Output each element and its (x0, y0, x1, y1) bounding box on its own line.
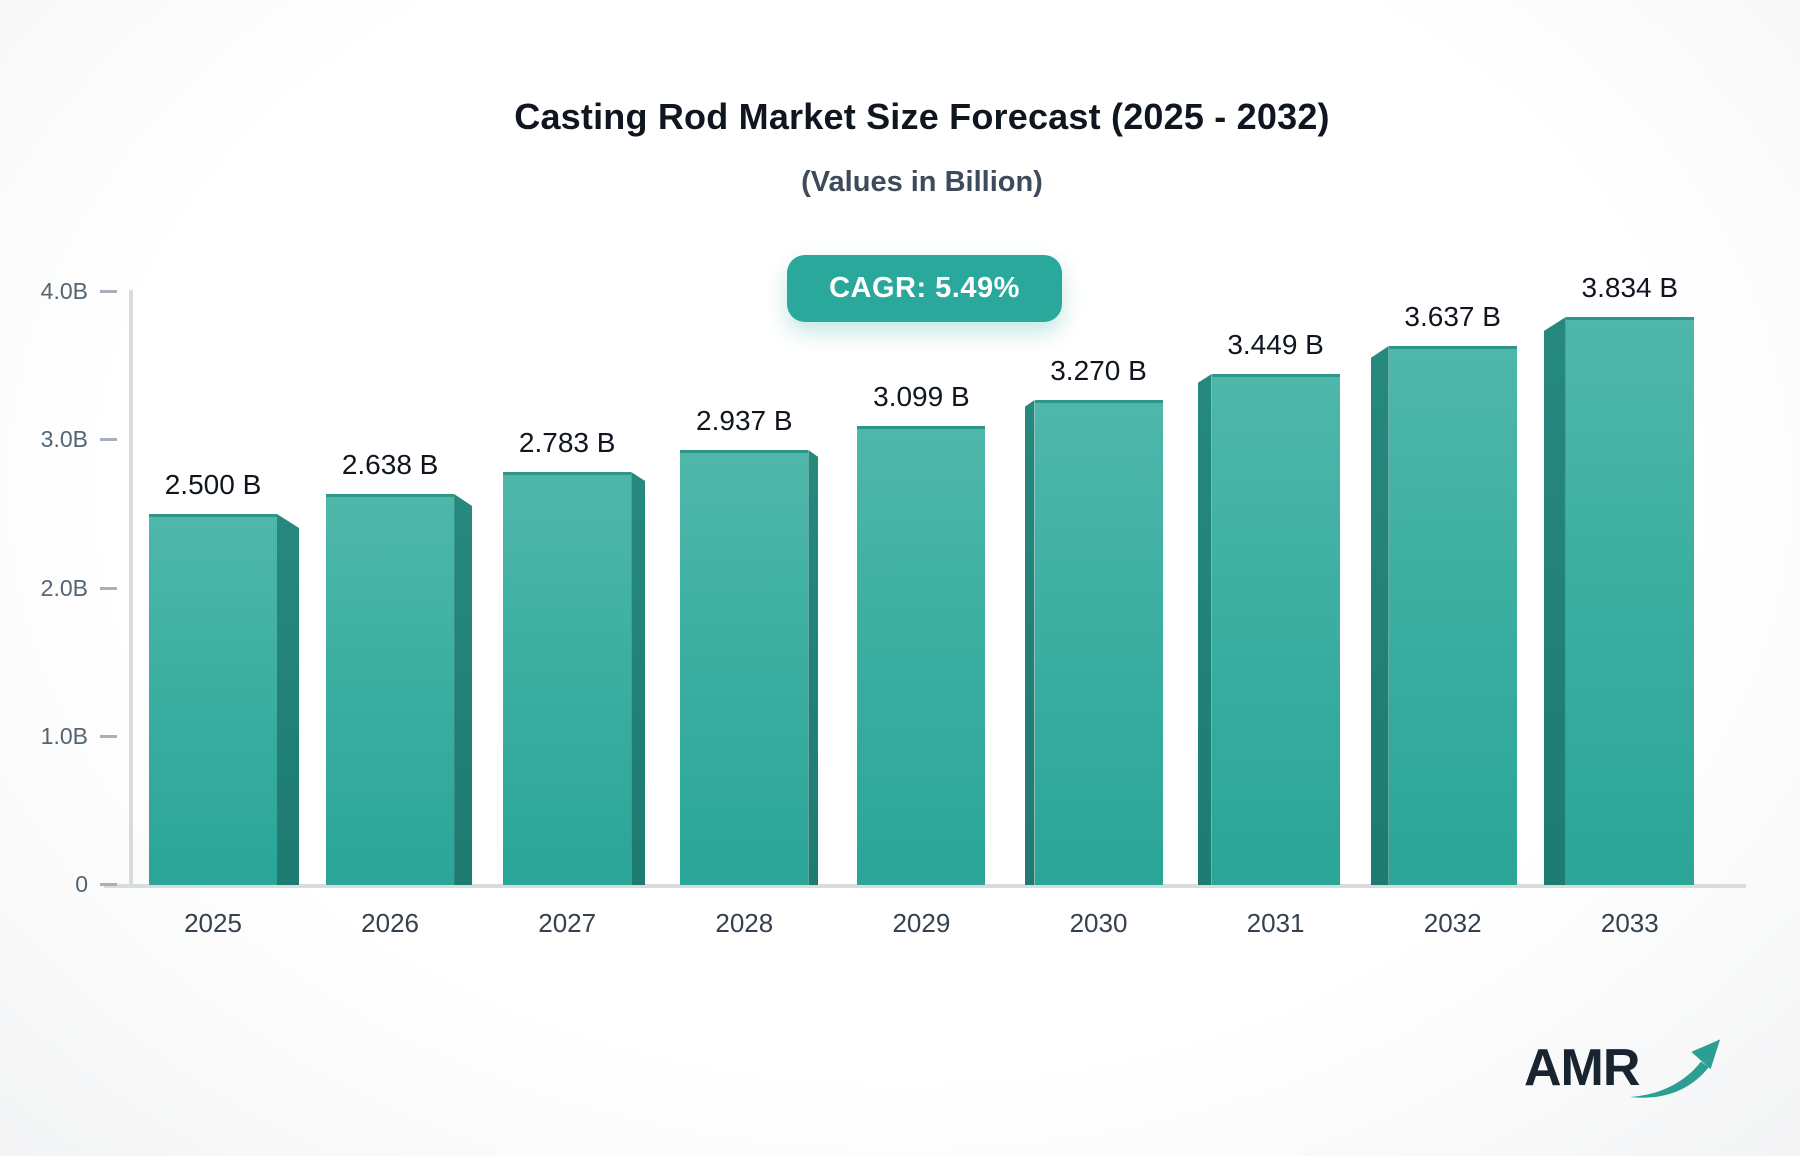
x-axis-label-2027: 2027 (538, 908, 597, 938)
bar-value-label: 2.783 B (518, 427, 616, 458)
bar-value-label: 2.937 B (696, 405, 793, 436)
bar-value-label: 3.834 B (1581, 272, 1679, 303)
x-axis-label-2029: 2029 (892, 908, 951, 938)
bar-2030 (1034, 400, 1163, 885)
y-axis-label: 4.0B (40, 278, 88, 304)
bar-2032 (1388, 346, 1517, 885)
x-axis-label-2026: 2026 (361, 908, 420, 938)
bar-side-face (277, 514, 299, 885)
y-axis-tick (100, 438, 117, 442)
bar-2033 (1565, 317, 1694, 885)
x-axis-line (104, 884, 1746, 888)
bar-2026 (326, 494, 455, 885)
bar-value-label: 2.638 B (341, 449, 439, 480)
bar-side-face (1024, 400, 1035, 885)
y-axis-label: 3.0B (40, 426, 88, 453)
y-axis-tick (100, 883, 117, 886)
y-axis-label: 2.0B (40, 574, 88, 601)
page-subtitle: (Values in Billion) (801, 166, 1043, 198)
y-axis-tick (100, 734, 117, 738)
cagr-badge-label: CAGR: 5.49% (829, 272, 1020, 304)
bar-value-label: 3.270 B (1050, 355, 1147, 386)
bar-value-label: 2.500 B (164, 469, 262, 500)
bar-side-face (454, 494, 473, 885)
amr-logo-text: AMR (1524, 1039, 1640, 1097)
x-axis-label-2031: 2031 (1246, 908, 1305, 938)
y-axis-tick (100, 290, 117, 293)
bar-value-label: 3.449 B (1227, 329, 1324, 360)
x-axis-label-2030: 2030 (1069, 908, 1128, 938)
bar-side-face (808, 450, 819, 885)
bar-2027 (503, 472, 632, 885)
y-axis-label: 1.0B (40, 722, 88, 749)
bar-side-face (1543, 317, 1566, 885)
cagr-badge: CAGR: 5.49% (787, 255, 1062, 322)
bar-2029 (857, 426, 986, 885)
y-axis-line (129, 290, 133, 886)
x-axis-label-2033: 2033 (1600, 908, 1659, 938)
x-axis-label-2028: 2028 (715, 908, 774, 938)
x-axis-label-2032: 2032 (1423, 908, 1482, 938)
y-axis-label: 0 (75, 871, 88, 897)
y-axis-tick (100, 586, 117, 590)
amr-logo: AMR (1524, 1034, 1724, 1114)
x-axis-label-2025: 2025 (184, 908, 242, 938)
page-title: Casting Rod Market Size Forecast (2025 -… (514, 96, 1330, 137)
bar-side-face (1197, 374, 1212, 885)
bar-value-label: 3.099 B (873, 381, 970, 412)
bar-2028 (680, 450, 809, 885)
bar-2031 (1211, 374, 1340, 885)
bar-side-face (1370, 346, 1389, 885)
bar-2025 (149, 514, 277, 885)
growth-arrow-icon (1629, 1039, 1721, 1098)
bar-value-label: 3.637 B (1404, 301, 1501, 332)
bar-side-face (631, 472, 646, 885)
